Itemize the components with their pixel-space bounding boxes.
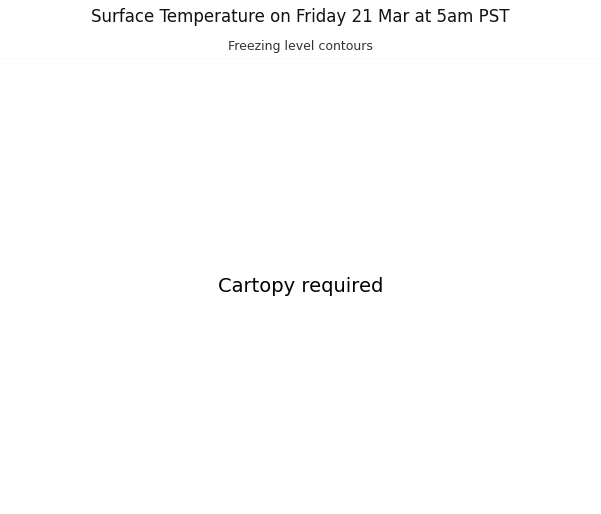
- Text: Cartopy required: Cartopy required: [218, 277, 383, 296]
- Text: Freezing level contours: Freezing level contours: [228, 40, 373, 52]
- Text: Surface Temperature on Friday 21 Mar at 5am PST: Surface Temperature on Friday 21 Mar at …: [91, 8, 510, 26]
